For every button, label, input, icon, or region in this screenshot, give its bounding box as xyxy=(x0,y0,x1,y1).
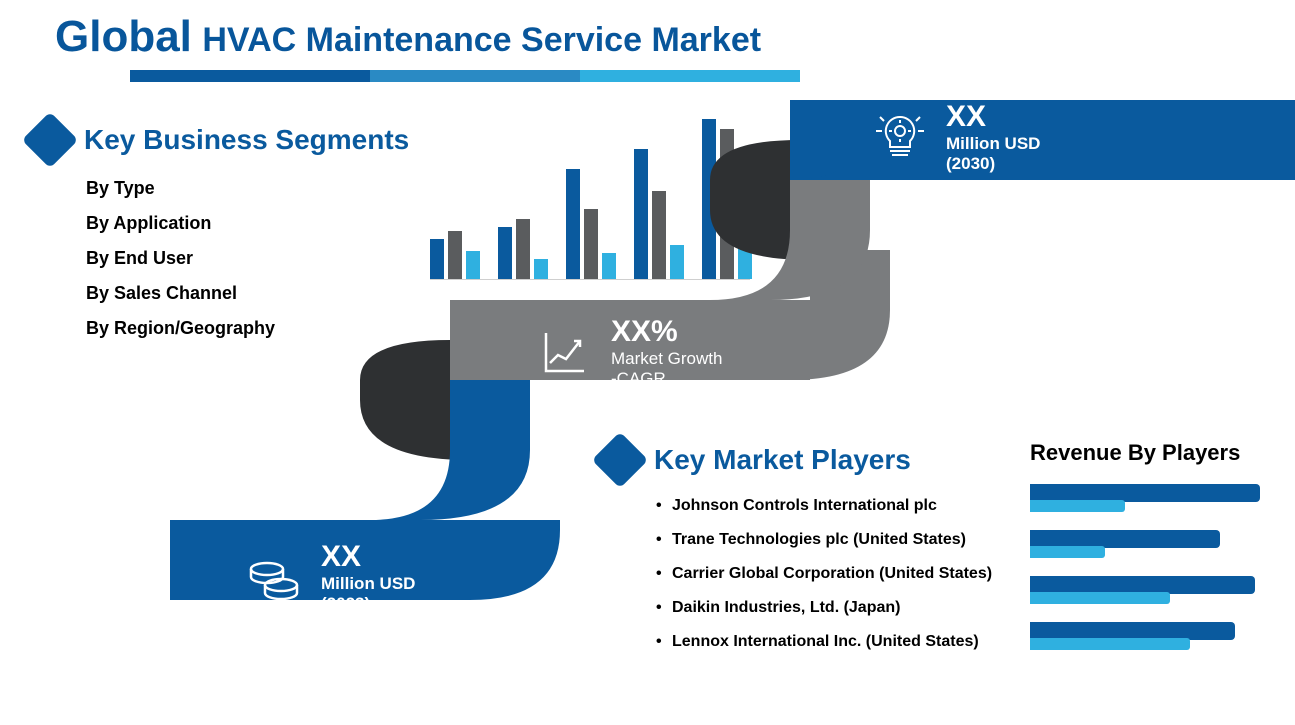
year-2030: (2030) xyxy=(946,154,1040,174)
revenue-bar-bottom xyxy=(1030,638,1190,650)
revenue-bar-bottom xyxy=(1030,546,1105,558)
lightbulb-gear-icon xyxy=(870,107,930,167)
ribbon-2030-text: XX Million USD (2030) xyxy=(946,100,1040,175)
unit-2030: Million USD xyxy=(946,134,1040,154)
title-global: Global xyxy=(55,12,192,61)
player-item: Carrier Global Corporation (United State… xyxy=(656,564,1006,584)
revenue-bars xyxy=(1030,484,1240,650)
revenue-bar-row xyxy=(1030,622,1240,650)
players-list: Johnson Controls International plc Trane … xyxy=(656,496,1006,652)
ribbon-cagr-block: XX% Market Growth -CAGR xyxy=(535,315,722,390)
page-title: Global HVAC Maintenance Service Market xyxy=(55,12,761,62)
revenue-bar-bottom xyxy=(1030,592,1170,604)
value-2030: XX xyxy=(946,100,1040,134)
year-2023: (2023) xyxy=(321,594,415,614)
player-item: Lennox International Inc. (United States… xyxy=(656,632,1006,652)
key-players-title: Key Market Players xyxy=(654,444,911,476)
value-2023: XX xyxy=(321,540,415,574)
revenue-bar-row xyxy=(1030,484,1240,512)
diamond-icon xyxy=(22,112,79,169)
unit-2023: Million USD xyxy=(321,574,415,594)
key-players-header: Key Market Players xyxy=(600,440,1006,480)
ribbon-2023-block: XX Million USD (2023) xyxy=(245,540,415,615)
revenue-section: Revenue By Players xyxy=(1030,440,1240,650)
player-item: Daikin Industries, Ltd. (Japan) xyxy=(656,598,1006,618)
ribbon-2023-text: XX Million USD (2023) xyxy=(321,540,415,615)
growth-chart-icon xyxy=(535,322,595,382)
revenue-bar-bottom xyxy=(1030,500,1125,512)
title-subject: HVAC Maintenance Service Market xyxy=(202,21,761,59)
ribbon-2030-block: XX Million USD (2030) xyxy=(870,100,1040,175)
revenue-title: Revenue By Players xyxy=(1030,440,1240,466)
coins-icon xyxy=(245,547,305,607)
revenue-bar-row xyxy=(1030,530,1240,558)
player-item: Johnson Controls International plc xyxy=(656,496,1006,516)
label-cagr-1: Market Growth xyxy=(611,349,722,369)
player-item: Trane Technologies plc (United States) xyxy=(656,530,1006,550)
diamond-icon xyxy=(592,432,649,489)
ribbon-cagr-text: XX% Market Growth -CAGR xyxy=(611,315,722,390)
label-cagr-2: -CAGR xyxy=(611,369,722,389)
key-players-section: Key Market Players Johnson Controls Inte… xyxy=(600,440,1006,652)
value-cagr: XX% xyxy=(611,315,722,349)
revenue-bar-row xyxy=(1030,576,1240,604)
